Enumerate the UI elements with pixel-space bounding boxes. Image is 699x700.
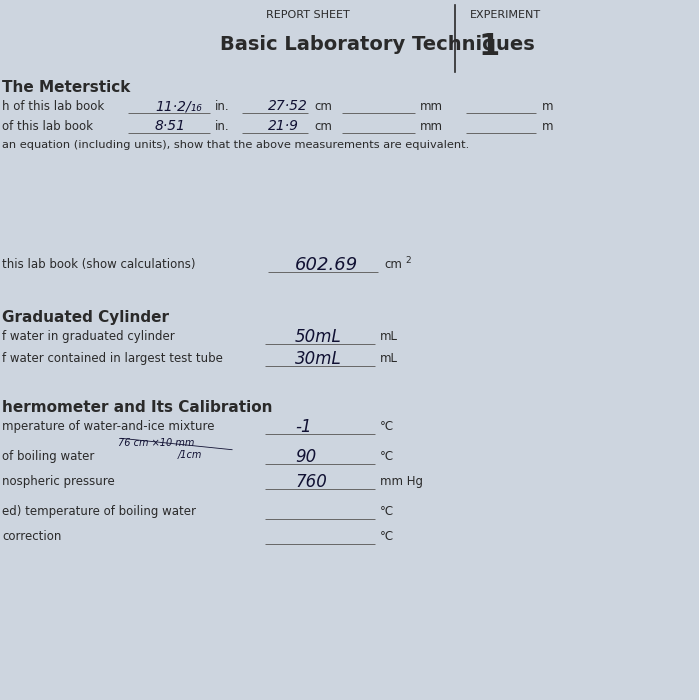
- Text: 760: 760: [295, 473, 327, 491]
- Text: mm Hg: mm Hg: [380, 475, 423, 488]
- Text: cm: cm: [314, 120, 332, 133]
- Text: 8·51: 8·51: [155, 119, 186, 133]
- Text: REPORT SHEET: REPORT SHEET: [266, 10, 350, 20]
- Text: in.: in.: [215, 120, 230, 133]
- Text: in.: in.: [215, 100, 230, 113]
- Text: Graduated Cylinder: Graduated Cylinder: [2, 310, 169, 325]
- Text: 11·2/₁₆: 11·2/₁₆: [155, 99, 202, 113]
- Text: -1: -1: [295, 418, 312, 436]
- Text: correction: correction: [2, 530, 62, 543]
- Text: f water contained in largest test tube: f water contained in largest test tube: [2, 352, 223, 365]
- Text: ed) temperature of boiling water: ed) temperature of boiling water: [2, 505, 196, 518]
- Text: h of this lab book: h of this lab book: [2, 100, 104, 113]
- Text: °C: °C: [380, 530, 394, 543]
- Text: 30mL: 30mL: [295, 350, 342, 368]
- Text: The Meterstick: The Meterstick: [2, 80, 131, 95]
- Text: 90: 90: [295, 448, 316, 466]
- Text: °C: °C: [380, 505, 394, 518]
- Text: 1: 1: [478, 32, 499, 61]
- Text: hermometer and Its Calibration: hermometer and Its Calibration: [2, 400, 273, 415]
- Text: mperature of water-and-ice mixture: mperature of water-and-ice mixture: [2, 420, 215, 433]
- Text: of this lab book: of this lab book: [2, 120, 93, 133]
- Text: this lab book (show calculations): this lab book (show calculations): [2, 258, 196, 271]
- Text: °C: °C: [380, 420, 394, 433]
- Text: 2: 2: [405, 256, 410, 265]
- Text: 76 cm ×10 mm: 76 cm ×10 mm: [118, 438, 194, 448]
- Text: EXPERIMENT: EXPERIMENT: [470, 10, 541, 20]
- Text: m: m: [542, 100, 554, 113]
- Text: f water in graduated cylinder: f water in graduated cylinder: [2, 330, 175, 343]
- Text: 50mL: 50mL: [295, 328, 342, 346]
- Text: mm: mm: [420, 100, 443, 113]
- Text: cm: cm: [314, 100, 332, 113]
- Text: mL: mL: [380, 330, 398, 343]
- Text: 27·52: 27·52: [268, 99, 308, 113]
- Text: nospheric pressure: nospheric pressure: [2, 475, 115, 488]
- Text: mm: mm: [420, 120, 443, 133]
- Text: of boiling water: of boiling water: [2, 450, 94, 463]
- Text: Basic Laboratory Techniques: Basic Laboratory Techniques: [220, 35, 535, 54]
- Text: °C: °C: [380, 450, 394, 463]
- Text: mL: mL: [380, 352, 398, 365]
- Text: 602.69: 602.69: [295, 256, 359, 274]
- Text: /1cm: /1cm: [178, 450, 203, 460]
- Text: an equation (including units), show that the above measurements are equivalent.: an equation (including units), show that…: [2, 140, 469, 150]
- Text: cm: cm: [384, 258, 402, 271]
- Text: m: m: [542, 120, 554, 133]
- Text: 21·9: 21·9: [268, 119, 299, 133]
